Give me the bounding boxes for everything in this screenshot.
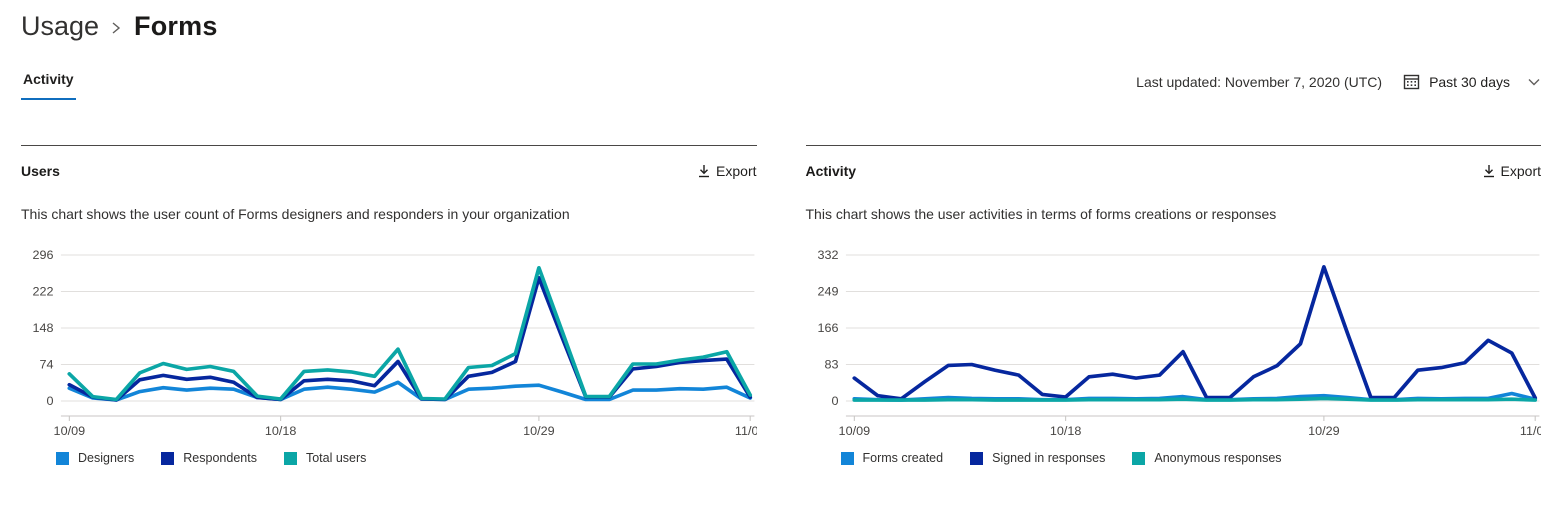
legend-swatch (1132, 451, 1146, 465)
activity-export-button[interactable]: Export (1482, 163, 1541, 179)
legend-label: Anonymous responses (1154, 451, 1282, 465)
users-chart-title: Users (21, 163, 60, 179)
legend-swatch (840, 451, 854, 465)
users-chart-canvas: 296 222 148 74 0 10/09 10/18 10/29 11/07 (21, 243, 757, 443)
export-label: Export (1500, 163, 1541, 179)
download-icon (1482, 164, 1496, 179)
svg-text:10/18: 10/18 (265, 424, 297, 438)
svg-text:11/07: 11/07 (735, 424, 757, 438)
users-chart-card: Users Export This chart shows the user c… (21, 145, 757, 465)
breadcrumb-usage-link[interactable]: Usage (21, 11, 100, 41)
svg-text:10/09: 10/09 (838, 424, 870, 438)
svg-text:0: 0 (831, 394, 838, 408)
svg-text:74: 74 (40, 358, 54, 372)
last-updated-text: Last updated: November 7, 2020 (UTC) (1136, 73, 1383, 90)
legend-swatch (56, 451, 69, 465)
legend-item-designers[interactable]: Designers (56, 451, 134, 465)
breadcrumb: Usage Forms (21, 10, 1541, 42)
tab-activity[interactable]: Activity (21, 71, 76, 100)
chevron-right-icon (110, 19, 123, 37)
legend-label: Respondents (183, 451, 257, 465)
svg-text:10/29: 10/29 (523, 424, 555, 438)
legend-item-forms-created[interactable]: Forms created (840, 451, 944, 465)
activity-chart-description: This chart shows the user activities in … (805, 206, 1277, 222)
svg-text:222: 222 (33, 285, 54, 299)
svg-text:10/29: 10/29 (1308, 424, 1340, 438)
svg-text:10/09: 10/09 (54, 424, 86, 438)
export-label: Export (716, 163, 757, 179)
svg-text:11/07: 11/07 (1519, 424, 1541, 438)
report-toolbar: Last updated: November 7, 2020 (UTC) Pas… (1136, 73, 1541, 100)
legend-label: Signed in responses (992, 451, 1106, 465)
legend-item-signed-in-responses[interactable]: Signed in responses (970, 451, 1105, 465)
svg-text:10/18: 10/18 (1049, 424, 1081, 438)
users-chart-description: This chart shows the user count of Forms… (21, 206, 570, 222)
usage-report-page: Usage Forms Activity Last updated: Novem… (21, 10, 1541, 465)
legend-swatch (970, 451, 984, 465)
legend-label: Forms created (862, 451, 944, 465)
legend-item-respondents[interactable]: Respondents (161, 451, 257, 465)
legend-swatch (161, 451, 175, 465)
activity-chart-legend: Forms created Signed in responses Anonymou… (806, 451, 1542, 465)
svg-text:0: 0 (47, 394, 54, 408)
activity-chart-canvas: 332 249 166 83 0 10/09 10/18 10/29 11/07 (806, 243, 1541, 443)
date-range-label: Past 30 days (1429, 73, 1510, 90)
legend-label: Total users (305, 451, 367, 465)
chevron-down-icon (1527, 75, 1541, 89)
svg-text:249: 249 (817, 285, 838, 299)
activity-chart-title: Activity (805, 163, 857, 179)
svg-text:166: 166 (817, 321, 838, 335)
svg-text:332: 332 (817, 248, 838, 262)
legend-label: Designers (78, 451, 135, 465)
activity-chart-card: Activity Export This chart shows the use… (805, 145, 1542, 465)
charts-row: Users Export This chart shows the user c… (21, 145, 1541, 465)
tab-bar: Activity Last updated: November 7, 2020 … (21, 71, 1541, 100)
svg-text:296: 296 (33, 248, 54, 262)
legend-item-total-users[interactable]: Total users (283, 451, 367, 465)
users-chart-legend: Designers Respondents Total users (21, 451, 757, 465)
users-export-button[interactable]: Export (697, 163, 757, 179)
download-icon (697, 164, 711, 179)
calendar-icon (1403, 73, 1420, 90)
svg-text:83: 83 (824, 358, 838, 372)
svg-text:148: 148 (33, 321, 54, 335)
page-title: Forms (134, 11, 218, 41)
legend-swatch (283, 451, 297, 465)
legend-item-anonymous-responses[interactable]: Anonymous responses (1132, 451, 1282, 465)
date-range-dropdown[interactable]: Past 30 days (1403, 73, 1541, 90)
